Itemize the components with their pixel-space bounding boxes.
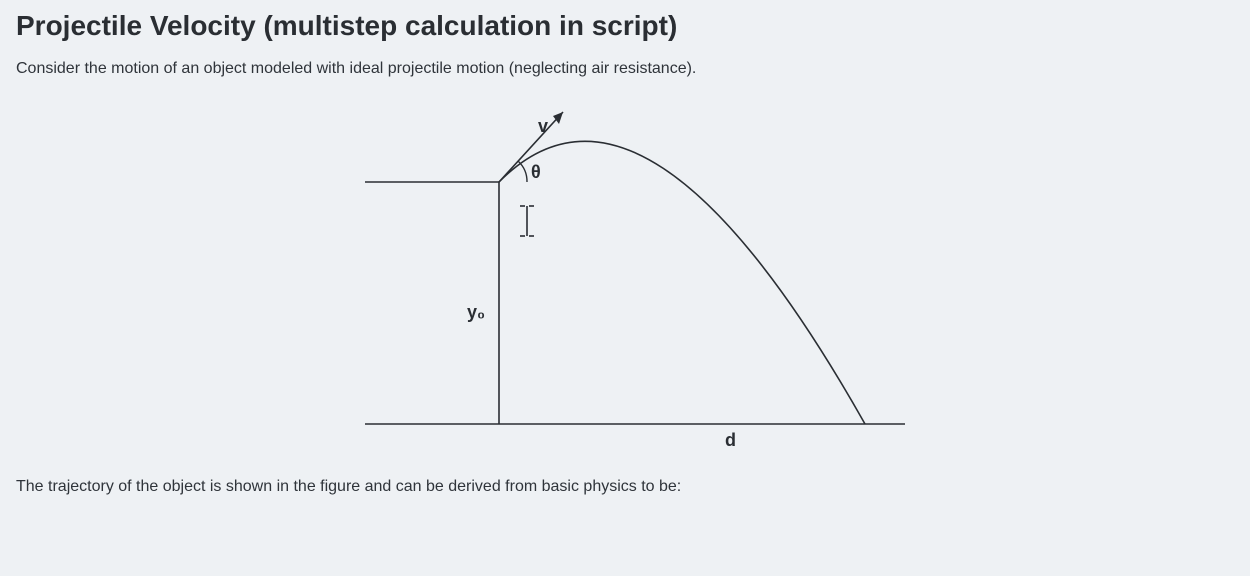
trajectory-caption: The trajectory of the object is shown in… xyxy=(16,478,1234,496)
label-angle: θ xyxy=(531,162,541,182)
label-distance: d xyxy=(725,430,736,450)
figure-container: v θ y₀ d xyxy=(16,94,1234,464)
label-velocity: v xyxy=(538,116,548,136)
label-height: y₀ xyxy=(467,302,485,322)
text-cursor-icon xyxy=(520,206,534,236)
projectile-diagram: v θ y₀ d xyxy=(305,94,945,464)
page-title: Projectile Velocity (multistep calculati… xyxy=(16,10,1234,42)
problem-statement: Consider the motion of an object modeled… xyxy=(16,60,1234,78)
